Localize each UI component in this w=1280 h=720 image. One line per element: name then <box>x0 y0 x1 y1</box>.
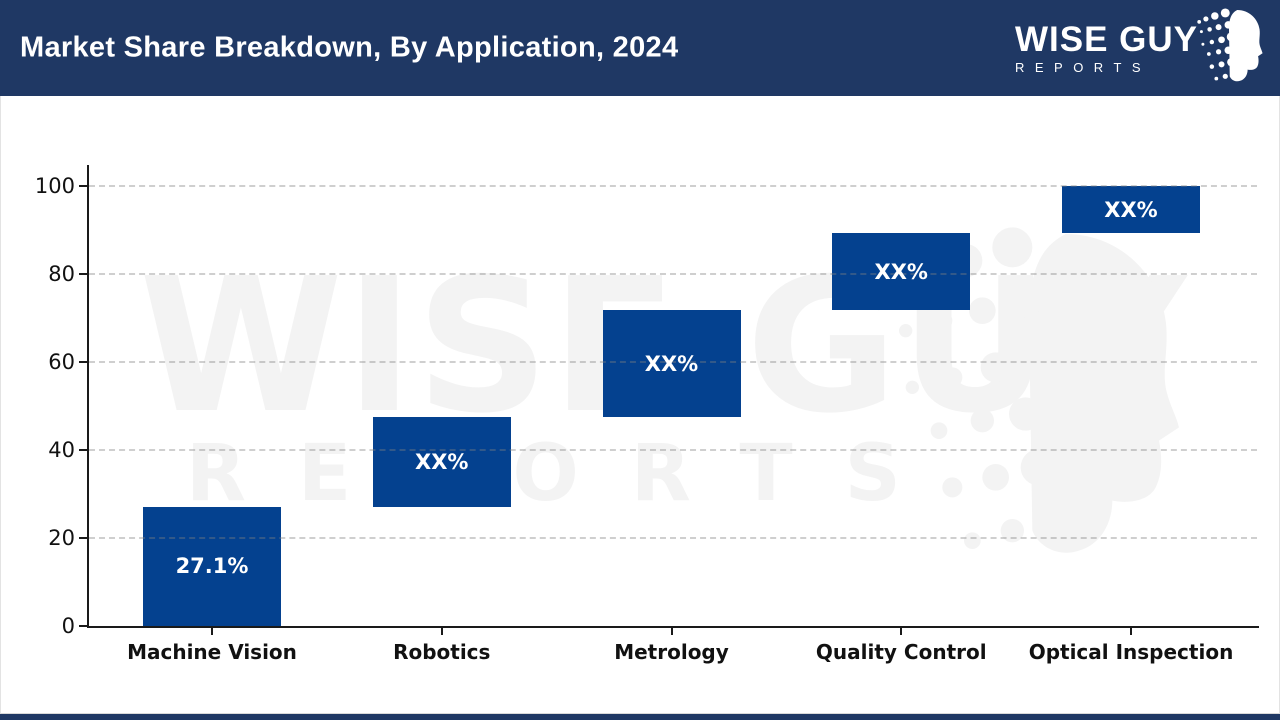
y-tick-label: 100 <box>34 174 75 198</box>
footer-bar <box>0 714 1280 720</box>
y-tick-label: 0 <box>61 614 75 638</box>
y-tick-mark <box>79 361 87 363</box>
y-tick-label: 20 <box>48 526 75 550</box>
y-tick-mark <box>79 273 87 275</box>
chart-title: Market Share Breakdown, By Application, … <box>20 31 679 64</box>
logo-wordmark-main: WISE GUY <box>1014 19 1198 59</box>
y-tick-mark <box>79 625 87 627</box>
bar-value-label-robotics: XX% <box>415 449 469 474</box>
bar-metrology <box>602 310 741 417</box>
plot: 0 20 40 60 80 100 27.1% Machine Vision XX% Roboti… <box>1 96 1279 713</box>
gridline-40 <box>89 449 1257 451</box>
brand-logo: WISE GUY REPORTS <box>1015 6 1266 90</box>
bar-value-label-optical-inspection: XX% <box>1104 197 1158 222</box>
logo-wordmark: WISE GUY REPORTS <box>1014 19 1198 75</box>
bar-robotics <box>372 417 511 507</box>
bar-machine-vision <box>143 506 281 626</box>
gridline-20 <box>89 537 1257 539</box>
x-tick-mark <box>1130 628 1132 635</box>
x-tick-mark <box>900 628 903 635</box>
bar-value-label-quality-control: XX% <box>874 259 928 284</box>
x-category-label-machine-vision: Machine Vision <box>127 640 297 664</box>
x-category-label-optical-inspection: Optical Inspection <box>1028 640 1234 664</box>
y-axis-line <box>87 165 89 628</box>
x-axis-line <box>87 626 1259 628</box>
x-category-label-robotics: Robotics <box>393 640 491 664</box>
y-tick-label: 60 <box>48 350 75 374</box>
x-tick-mark <box>211 628 213 635</box>
x-category-label-quality-control: Quality Control <box>815 640 987 664</box>
bar-quality-control <box>832 233 971 311</box>
x-tick-mark <box>440 628 443 635</box>
header: Market Share Breakdown, By Application, … <box>0 0 1280 96</box>
gridline-80 <box>89 273 1257 275</box>
x-category-label-metrology: Metrology <box>614 640 729 664</box>
y-tick-mark <box>79 537 87 539</box>
logo-face-icon <box>1197 8 1263 82</box>
chart-area: WISE GUY REPORTS 0 20 40 60 80 100 27.1% Machin… <box>0 96 1280 714</box>
bar-value-label-machine-vision: 27.1% <box>175 554 249 579</box>
y-tick-label: 80 <box>48 262 75 286</box>
y-tick-mark <box>79 449 87 451</box>
watermark-subtext: REPORTS <box>186 429 953 519</box>
y-tick-mark <box>79 185 87 187</box>
x-tick-mark <box>670 628 673 635</box>
gridline-60 <box>89 361 1257 363</box>
gridline-100 <box>89 185 1257 187</box>
logo-wordmark-sub: REPORTS <box>1014 59 1152 75</box>
bar-optical-inspection <box>1062 186 1200 234</box>
y-tick-label: 40 <box>48 438 75 462</box>
bar-value-label-metrology: XX% <box>644 351 699 376</box>
